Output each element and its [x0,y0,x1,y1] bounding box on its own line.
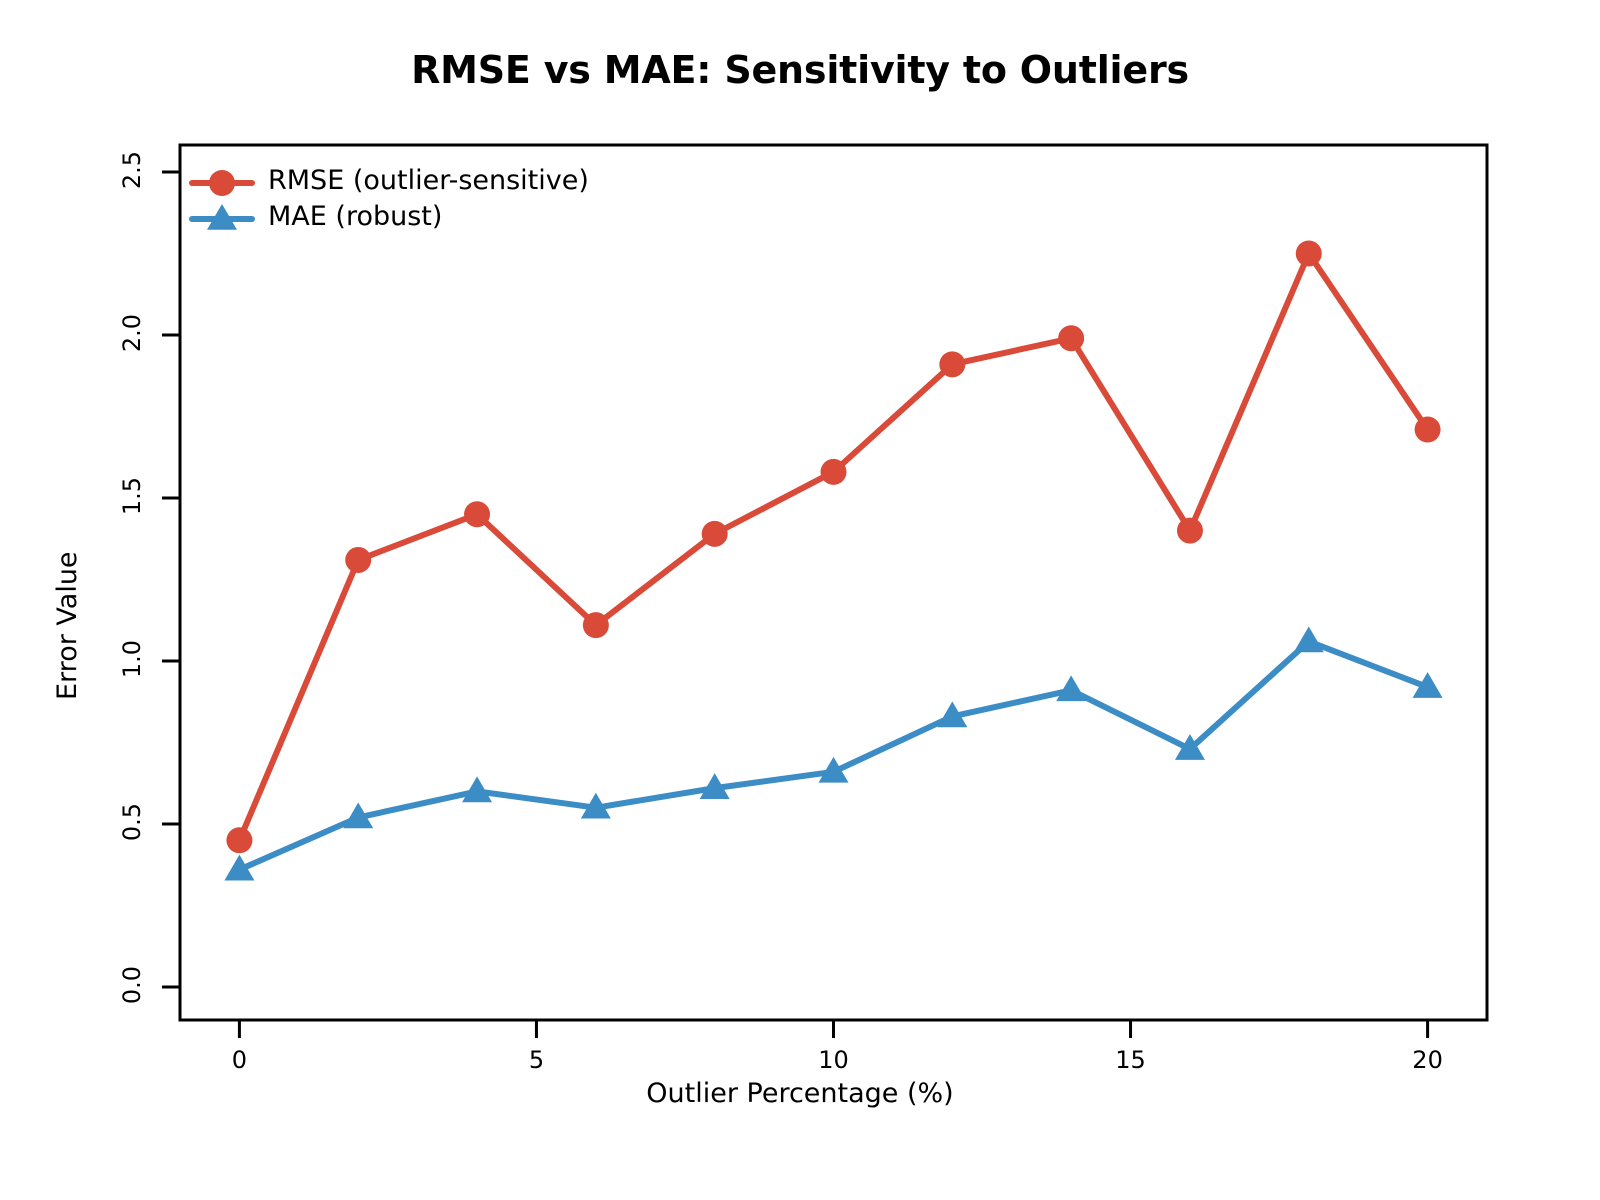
data-point-mae [1293,626,1324,653]
data-point-rmse [1414,416,1441,443]
x-tick-label: 15 [1115,1046,1146,1074]
legend-label-mae: MAE (robust) [268,201,443,232]
series-line-rmse [236,250,1431,844]
data-point-rmse [226,827,253,854]
y-tick-label: 0.0 [118,965,146,1005]
legend-marker-mae [207,204,237,230]
plot-border [178,143,1489,1022]
data-point-rmse [939,351,966,378]
data-point-rmse [345,546,372,573]
x-tick-label: 20 [1412,1046,1443,1074]
data-point-mae [1174,734,1205,760]
data-point-mae [937,701,968,728]
data-point-mae [343,802,374,829]
data-point-rmse [464,501,491,528]
legend-swatches [189,170,255,230]
data-point-mae [224,854,255,881]
chart-title: RMSE vs MAE: Sensitivity to Outliers [411,48,1189,92]
y-axis-label: Error Value [52,551,83,700]
data-point-mae [580,792,611,819]
x-axis-label: Outlier Percentage (%) [646,1078,954,1109]
y-tick-label: 2.0 [118,313,146,353]
data-point-mae [1412,672,1443,698]
x-tick-label: 10 [818,1046,849,1074]
axes-frame [178,143,1489,1022]
x-tick-label: 5 [528,1046,545,1074]
data-point-rmse [582,612,609,639]
data-point-mae [818,756,849,783]
data-point-mae [1056,675,1087,702]
legend-marker-rmse [209,170,235,196]
y-tick-label: 2.5 [118,150,146,190]
data-point-rmse [1058,325,1085,352]
x-tick-label: 0 [231,1046,248,1074]
y-tick-label: 1.0 [118,639,146,679]
y-tick-label: 0.5 [118,802,146,842]
axis-ticks [162,170,1430,1038]
series-line-mae [236,638,1431,873]
data-point-rmse [1295,240,1322,267]
data-series [224,240,1443,881]
y-tick-label: 1.5 [118,476,146,516]
data-point-mae [699,773,730,799]
data-point-rmse [820,458,847,485]
data-point-rmse [1176,517,1203,544]
data-point-mae [462,776,493,803]
legend-label-rmse: RMSE (outlier-sensitive) [268,165,589,196]
data-point-rmse [701,520,728,547]
